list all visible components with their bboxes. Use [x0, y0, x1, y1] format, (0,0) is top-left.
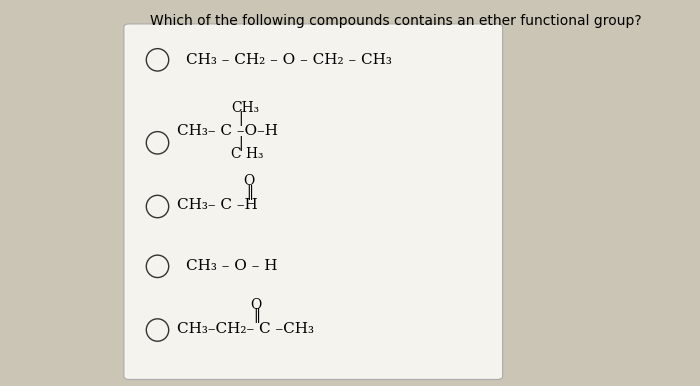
Text: CH₃– C –H: CH₃– C –H	[177, 198, 258, 212]
Text: ‖: ‖	[253, 308, 260, 323]
Text: CH₃: CH₃	[231, 101, 259, 115]
Text: CH₃ – CH₂ – O – CH₂ – CH₃: CH₃ – CH₂ – O – CH₂ – CH₃	[186, 53, 391, 67]
Text: CH₃ – O – H: CH₃ – O – H	[186, 259, 277, 273]
Text: O: O	[243, 174, 254, 188]
Text: Which of the following compounds contains an ether functional group?: Which of the following compounds contain…	[150, 14, 641, 27]
Text: |: |	[238, 137, 243, 151]
Text: CH₃–CH₂– C –CH₃: CH₃–CH₂– C –CH₃	[177, 322, 314, 336]
Text: O: O	[250, 298, 261, 312]
Text: |: |	[238, 111, 243, 126]
Text: ‖: ‖	[246, 185, 253, 200]
FancyBboxPatch shape	[124, 24, 503, 379]
Text: CH₃– C –O–H: CH₃– C –O–H	[177, 124, 278, 138]
Text: C H₃: C H₃	[231, 147, 263, 161]
